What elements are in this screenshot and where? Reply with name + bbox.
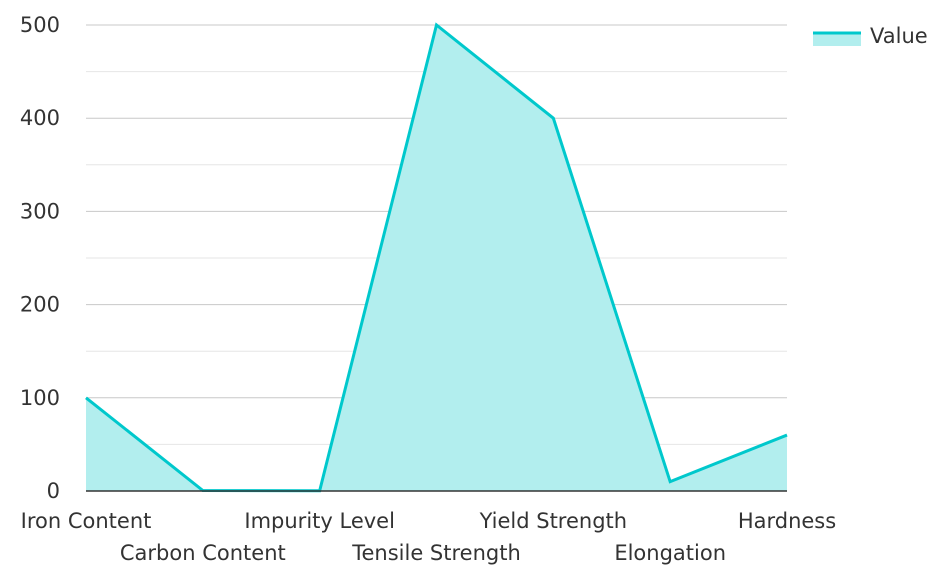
x-tick-label: Hardness [738,509,836,533]
x-axis-ticks: Iron Content Carbon Content Impurity Level… [21,509,837,565]
y-tick-label: 200 [20,293,60,317]
y-tick-label: 500 [20,13,60,37]
area-fill-0 [86,25,787,491]
y-tick-label: 300 [20,199,60,223]
y-tick-label: 100 [20,386,60,410]
legend-label: Value [870,24,928,48]
x-tick-label: Yield Strength [479,509,628,533]
legend: Value [813,24,928,48]
y-axis-ticks: 0 100 200 300 400 500 [20,13,60,503]
x-tick-label: Impurity Level [244,509,395,533]
x-tick-label: Elongation [614,541,726,565]
x-tick-label: Carbon Content [120,541,286,565]
y-tick-label: 400 [20,106,60,130]
legend-swatch [813,33,861,46]
x-tick-label: Iron Content [21,509,152,533]
x-tick-label: Tensile Strength [351,541,521,565]
y-tick-label: 0 [47,479,60,503]
